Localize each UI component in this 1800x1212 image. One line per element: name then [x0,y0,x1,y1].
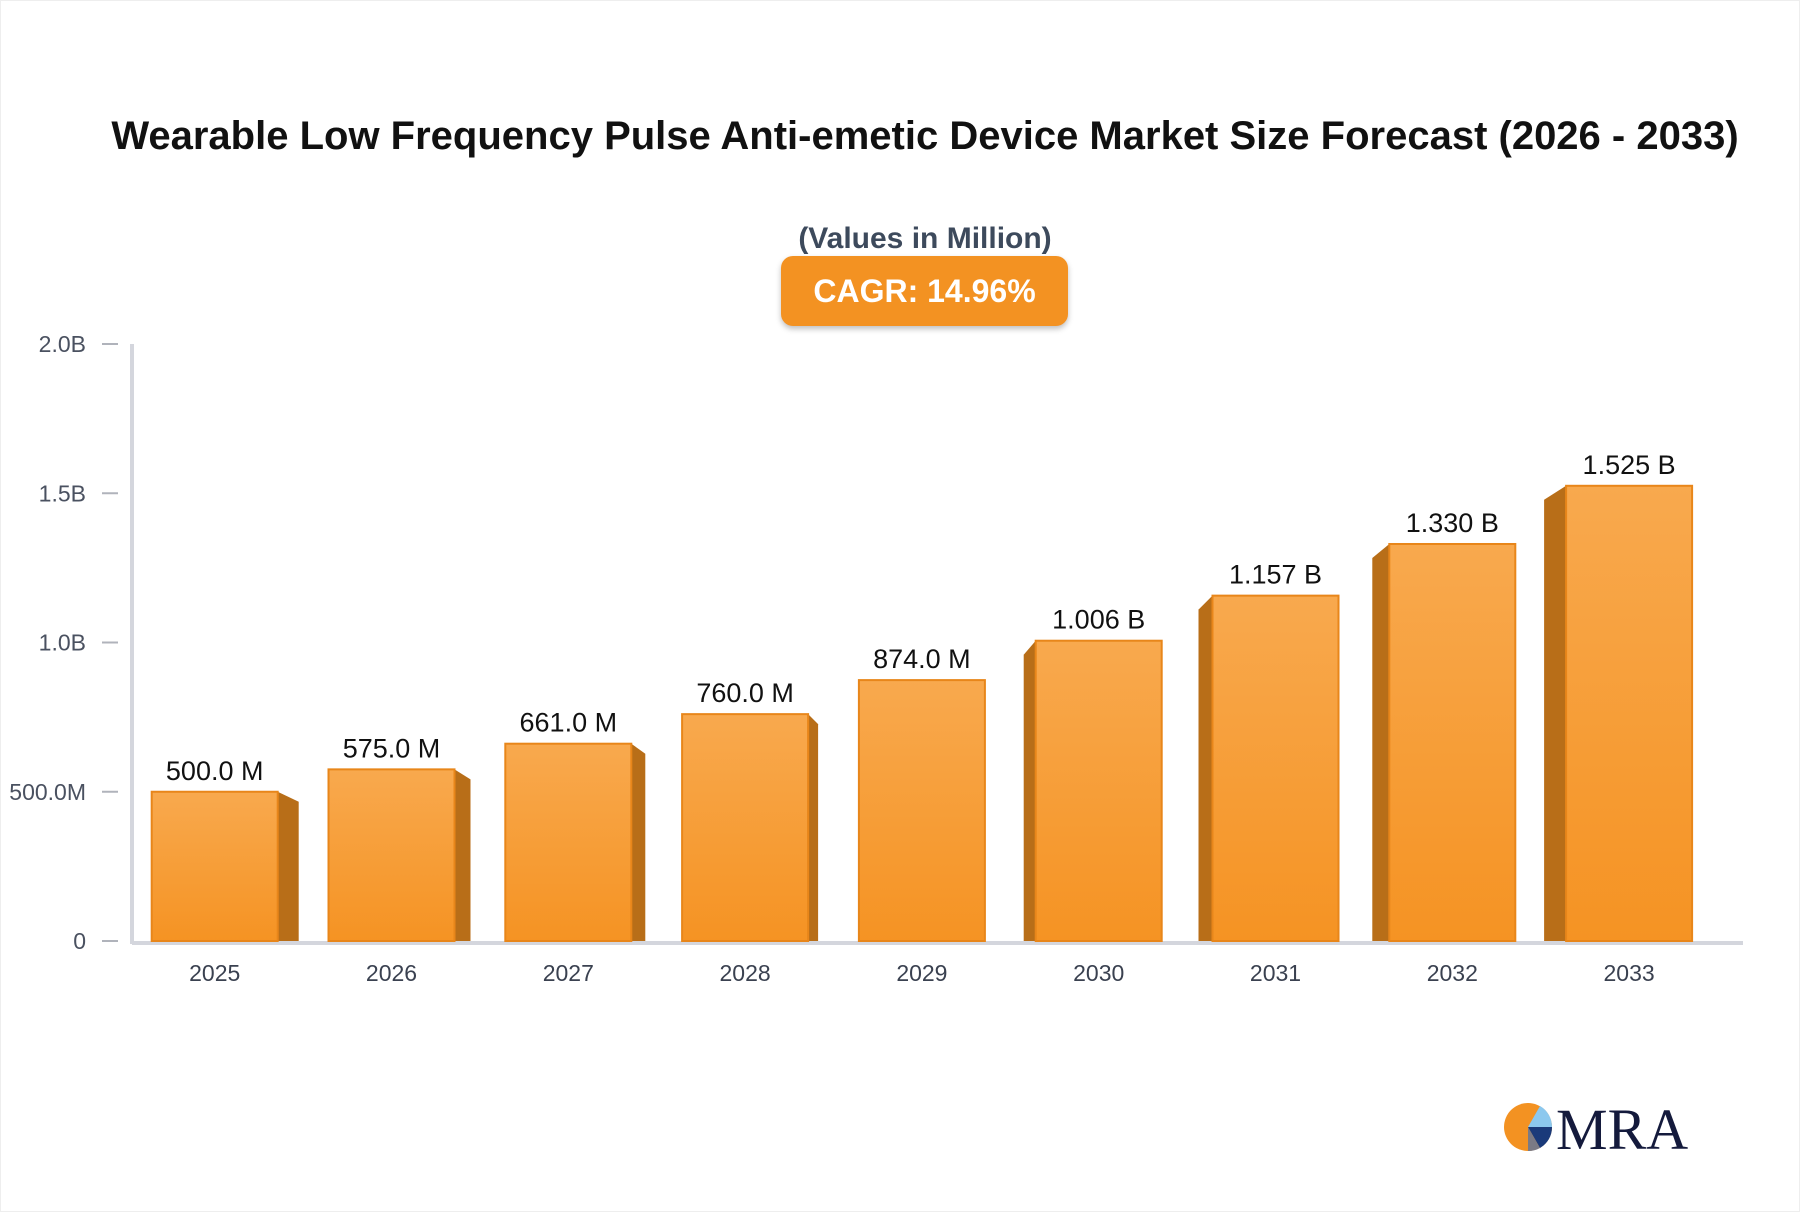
data-label: 760.0 M [696,678,794,708]
x-tick-label: 2028 [720,960,771,986]
x-tick-label: 2026 [366,960,417,986]
svg-text:MRA: MRA [1556,1097,1688,1155]
y-tick-label: 2.0B [39,331,86,357]
bar-side [1544,485,1567,941]
y-tick-label: 0 [73,928,86,954]
bar [1034,639,1163,942]
data-label: 1.525 B [1583,450,1676,480]
data-label: 1.330 B [1406,508,1499,538]
x-tick-label: 2033 [1604,960,1655,986]
bar [1565,484,1694,942]
x-tick-label: 2032 [1427,960,1478,986]
bar-side [1372,543,1390,941]
bar [1211,594,1340,942]
bar-side [1023,640,1036,941]
bar-side [631,743,646,941]
data-label: 1.157 B [1229,560,1322,590]
bar [150,790,279,942]
data-label: 661.0 M [520,708,618,738]
cagr-badge: CAGR: 14.96% [781,256,1068,326]
bar [504,742,633,943]
x-tick-label: 2029 [896,960,947,986]
y-tick-label: 1.0B [39,630,86,656]
bar [681,713,810,943]
mra-logo: MRA [1504,1097,1688,1155]
bar [857,679,986,943]
bar-side [277,791,299,941]
bar-side [454,769,471,941]
data-label: 500.0 M [166,756,264,786]
y-tick-label: 500.0M [9,779,86,805]
data-label: 1.006 B [1052,605,1145,635]
x-tick-label: 2025 [189,960,240,986]
data-label: 874.0 M [873,644,971,674]
y-tick-label: 1.5B [39,480,86,506]
x-tick-label: 2030 [1073,960,1124,986]
chart-subtitle: (Values in Million) [798,222,1052,255]
bar-side [1198,595,1213,941]
bar-side [808,714,819,941]
bar [327,768,456,942]
x-tick-label: 2027 [543,960,594,986]
bar [1388,542,1517,942]
data-label: 575.0 M [343,733,441,763]
chart-title: Wearable Low Frequency Pulse Anti-emetic… [111,114,1739,158]
x-tick-label: 2031 [1250,960,1301,986]
